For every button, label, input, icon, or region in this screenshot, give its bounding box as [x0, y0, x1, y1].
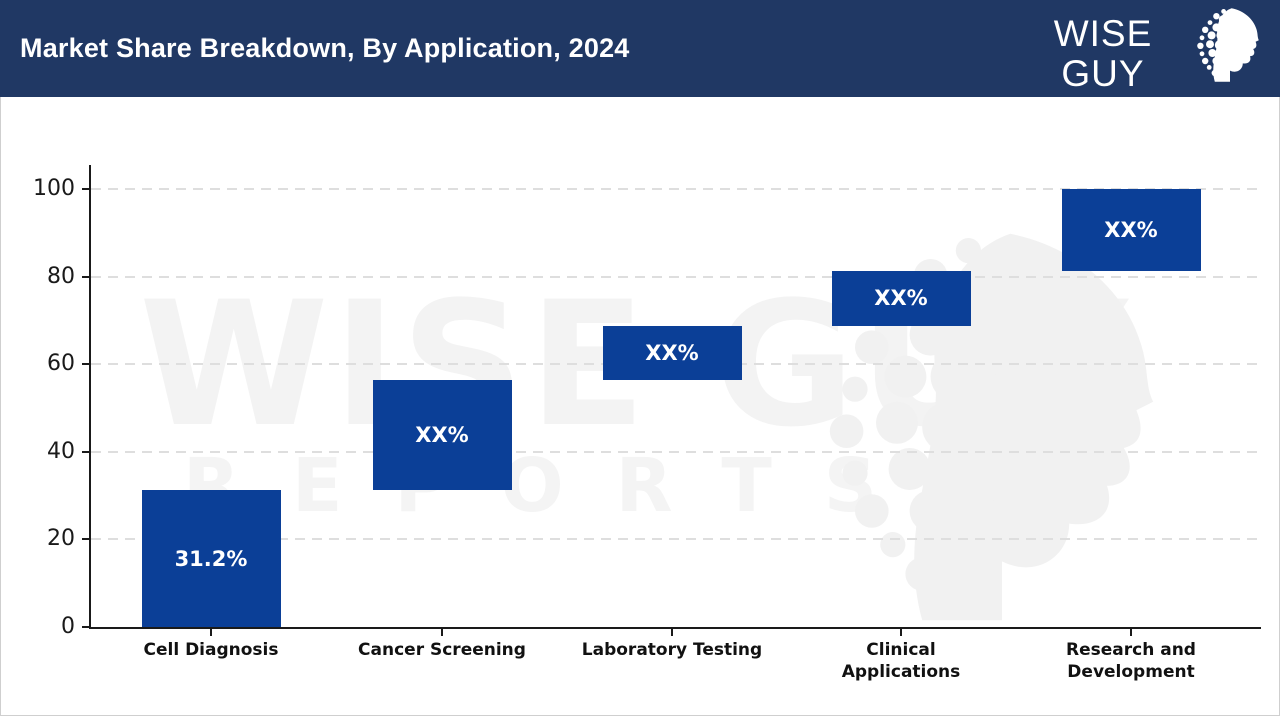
- x-tick-mark-cell-diagnosis: [210, 629, 212, 636]
- brand-logo: WISE GUY REPORTS: [1022, 0, 1272, 113]
- x-axis-label-line: Clinical: [866, 640, 936, 660]
- x-axis-label-line: Cancer Screening: [358, 640, 526, 660]
- x-tick-mark-research-and-development: [1130, 629, 1132, 636]
- x-axis-line: [89, 627, 1261, 629]
- x-axis-label-line: Laboratory Testing: [581, 640, 763, 660]
- page-title: Market Share Breakdown, By Application, …: [20, 33, 630, 63]
- y-tick-label-20: 20: [47, 526, 75, 552]
- y-tick-label-80: 80: [47, 263, 75, 289]
- bar-clinical-applications: XX%: [831, 270, 971, 326]
- y-tick-mark-100: [82, 188, 89, 190]
- bar-value-label-laboratory-testing: XX%: [645, 341, 699, 366]
- x-tick-mark-clinical-applications: [900, 629, 902, 636]
- bar-value-label-research-and-development: XX%: [1104, 217, 1158, 242]
- brand-logo-text: WISE GUY REPORTS: [1022, 13, 1184, 114]
- bar-laboratory-testing: XX%: [602, 325, 742, 381]
- bar-cell-diagnosis: 31.2%: [141, 490, 281, 627]
- x-tick-mark-laboratory-testing: [671, 629, 673, 636]
- bar-research-and-development: XX%: [1061, 189, 1201, 271]
- x-axis-label-clinical-applications: Clinical Applications: [791, 639, 1011, 683]
- x-axis-label-research-and-development: Research and Development: [1021, 639, 1241, 683]
- y-tick-label-60: 60: [47, 351, 75, 377]
- x-axis-label-line: Applications: [841, 662, 961, 683]
- gridline-100: [91, 188, 1261, 190]
- brand-name: WISE GUY: [1053, 13, 1153, 94]
- header-bar: Market Share Breakdown, By Application, …: [0, 0, 1280, 113]
- y-tick-label-40: 40: [47, 438, 75, 464]
- brand-subname: REPORTS: [1033, 97, 1179, 113]
- gridline-20: [91, 538, 1261, 541]
- x-axis-label-cell-diagnosis: Cell Diagnosis: [101, 639, 321, 661]
- watermark-face-dots: [829, 238, 1065, 612]
- x-axis-label-line: Cell Diagnosis: [143, 640, 279, 660]
- x-axis-label-line: Research and: [1066, 640, 1196, 660]
- y-tick-mark-0: [82, 626, 89, 628]
- bar-value-label-clinical-applications: XX%: [874, 286, 928, 311]
- watermark-face-icon: [829, 233, 1154, 621]
- gridline-80: [91, 275, 1261, 278]
- x-axis-label-laboratory-testing: Laboratory Testing: [562, 639, 782, 661]
- gridline-40: [91, 450, 1261, 453]
- x-axis-label-cancer-screening: Cancer Screening: [332, 639, 552, 661]
- x-tick-mark-cancer-screening: [441, 629, 443, 636]
- logo-face-icon: [1197, 8, 1259, 82]
- y-tick-mark-60: [82, 363, 89, 366]
- y-tick-label-0: 0: [61, 614, 75, 639]
- y-axis-line: [89, 165, 91, 629]
- watermark-reports-text: REPORTS: [183, 443, 930, 529]
- y-tick-label-100: 100: [33, 176, 75, 201]
- bar-value-label-cell-diagnosis: 31.2%: [174, 546, 248, 571]
- y-tick-mark-80: [82, 275, 89, 278]
- bar-value-label-cancer-screening: XX%: [415, 423, 469, 448]
- y-tick-mark-40: [82, 450, 89, 453]
- x-axis-label-line: Development: [1067, 662, 1195, 683]
- bar-cancer-screening: XX%: [372, 380, 512, 491]
- logo-face-dots: [1197, 9, 1242, 81]
- y-tick-mark-20: [82, 538, 89, 541]
